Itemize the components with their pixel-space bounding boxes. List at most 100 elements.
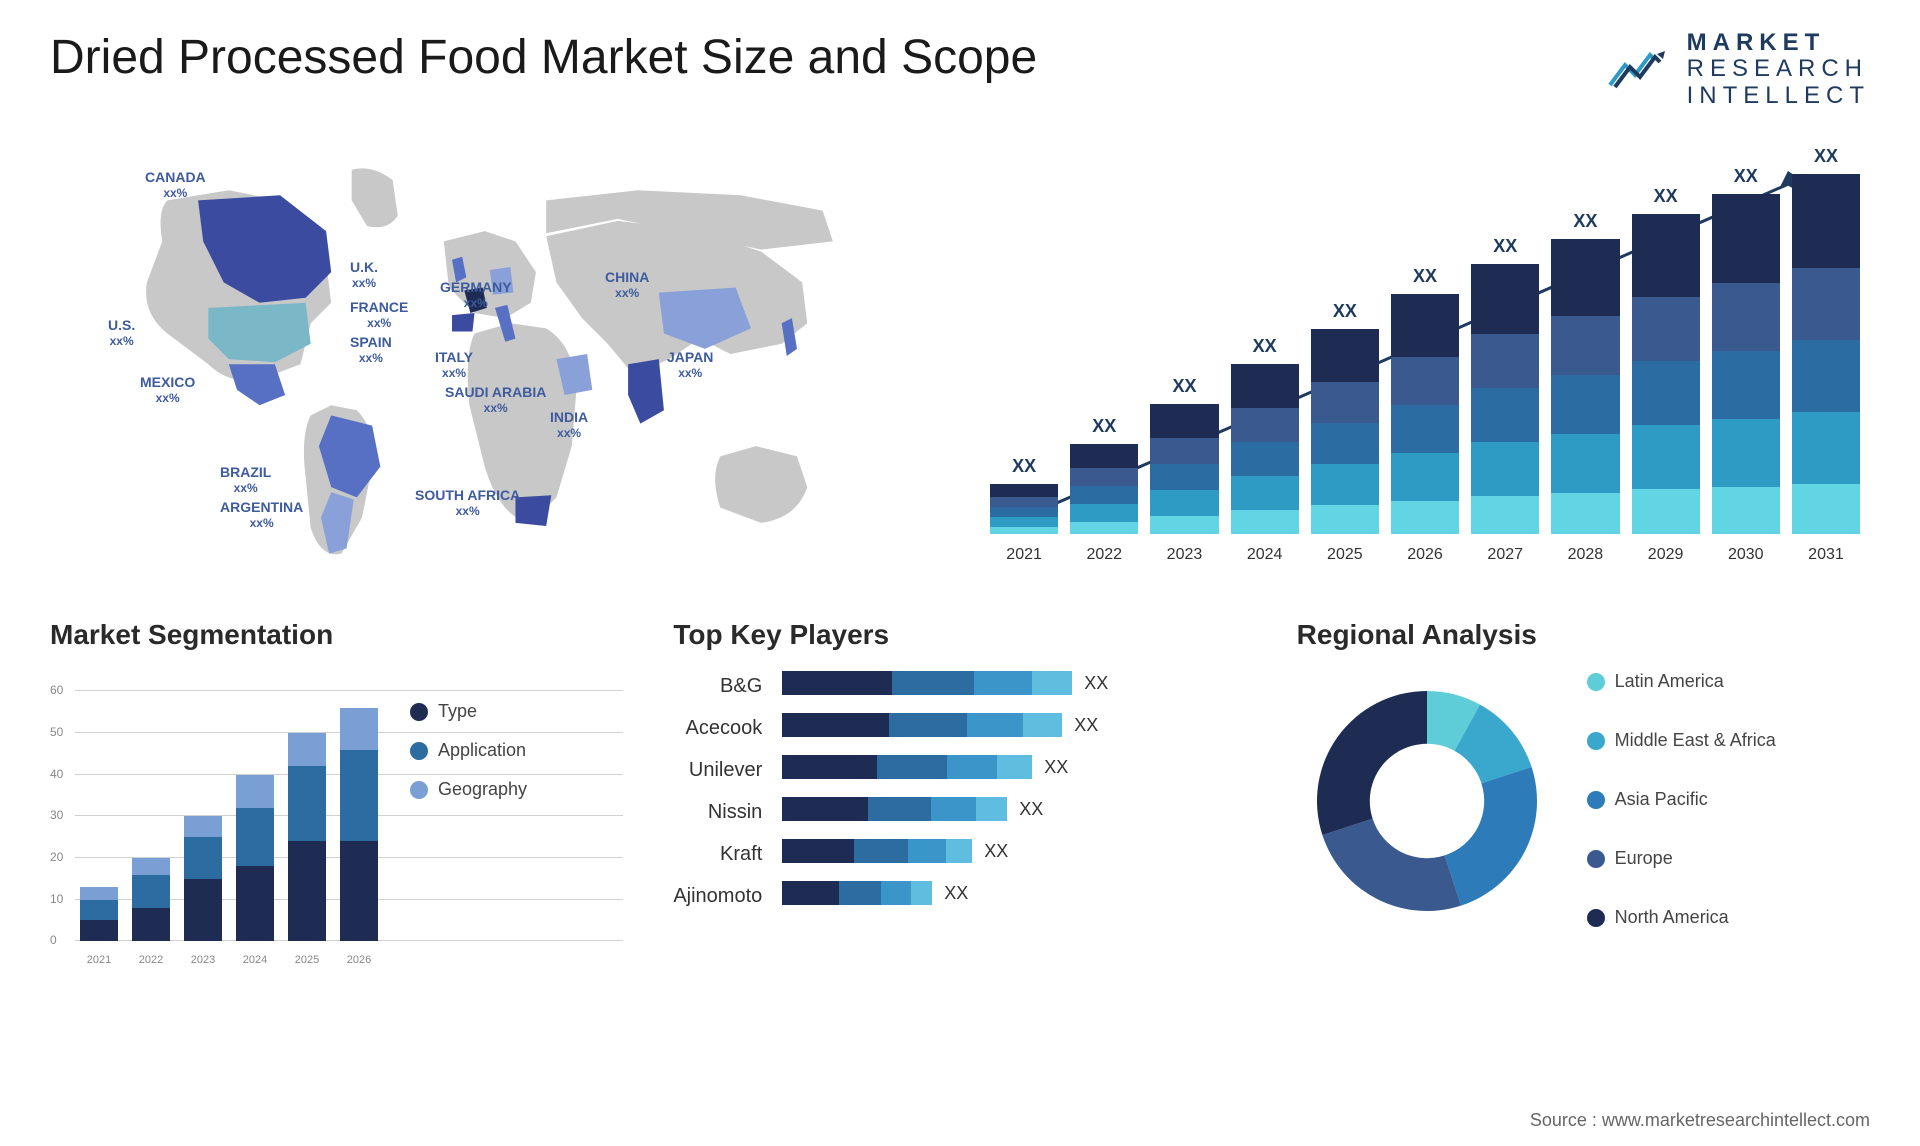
- players-title: Top Key Players: [673, 619, 1246, 651]
- seg-year-label: 2026: [340, 954, 378, 966]
- forecast-bar-label: XX: [1391, 266, 1459, 287]
- map-country-label: FRANCExx%: [350, 299, 408, 330]
- donut-chart: [1297, 671, 1557, 931]
- segmentation-bar: [288, 733, 326, 941]
- segmentation-title: Market Segmentation: [50, 619, 623, 651]
- forecast-year-label: 2028: [1551, 546, 1619, 564]
- world-map-panel: CANADAxx%U.S.xx%MEXICOxx%BRAZILxx%ARGENT…: [50, 139, 940, 569]
- map-country-label: BRAZILxx%: [220, 464, 271, 495]
- map-country-label: GERMANYxx%: [440, 279, 512, 310]
- y-tick-label: 40: [50, 767, 63, 781]
- regional-panel: Regional Analysis Latin America Middle Ea…: [1297, 619, 1870, 979]
- legend-item: Geography: [410, 779, 527, 800]
- players-chart: B&GAcecookUnileverNissinKraftAjinomoto X…: [673, 671, 1246, 909]
- y-tick-label: 10: [50, 892, 63, 906]
- player-value: XX: [1044, 757, 1068, 778]
- forecast-year-label: 2022: [1070, 546, 1138, 564]
- player-name: B&G: [673, 675, 762, 699]
- segmentation-bar: [184, 816, 222, 941]
- map-country-label: SOUTH AFRICAxx%: [415, 487, 520, 518]
- map-country-label: ARGENTINAxx%: [220, 499, 303, 530]
- logo-line2: RESEARCH: [1687, 56, 1870, 82]
- legend-item: Middle East & Africa: [1587, 730, 1776, 751]
- forecast-bar: XX: [990, 484, 1058, 534]
- player-bar-row: XX: [782, 713, 1246, 737]
- segmentation-bar: [340, 708, 378, 941]
- player-value: XX: [984, 841, 1008, 862]
- map-country-label: INDIAxx%: [550, 409, 588, 440]
- forecast-bar: XX: [1551, 239, 1619, 534]
- forecast-year-label: 2024: [1231, 546, 1299, 564]
- map-country-label: CHINAxx%: [605, 269, 649, 300]
- logo-line3: INTELLECT: [1687, 83, 1870, 109]
- forecast-bar: XX: [1712, 194, 1780, 534]
- forecast-year-label: 2021: [990, 546, 1058, 564]
- forecast-year-label: 2025: [1311, 546, 1379, 564]
- seg-year-label: 2023: [184, 954, 222, 966]
- donut-slice: [1322, 819, 1461, 911]
- player-name: Unilever: [673, 759, 762, 783]
- forecast-year-label: 2030: [1712, 546, 1780, 564]
- y-tick-label: 0: [50, 933, 57, 947]
- logo-icon: [1605, 45, 1675, 95]
- forecast-bar: XX: [1471, 264, 1539, 534]
- forecast-year-label: 2029: [1632, 546, 1700, 564]
- map-country-label: JAPANxx%: [667, 349, 713, 380]
- player-bar-row: XX: [782, 797, 1246, 821]
- map-country-label: SPAINxx%: [350, 334, 392, 365]
- source-attribution: Source : www.marketresearchintellect.com: [1530, 1110, 1870, 1131]
- segmentation-chart: 0102030405060 202120222023202420252026 T…: [50, 671, 623, 971]
- donut-slice: [1444, 767, 1536, 906]
- player-bar-row: XX: [782, 755, 1246, 779]
- legend-item: North America: [1587, 907, 1776, 928]
- legend-item: Latin America: [1587, 671, 1776, 692]
- forecast-year-label: 2031: [1792, 546, 1860, 564]
- forecast-year-label: 2023: [1150, 546, 1218, 564]
- player-name: Nissin: [673, 801, 762, 825]
- segmentation-bar: [236, 775, 274, 942]
- forecast-bar-label: XX: [1070, 416, 1138, 437]
- legend-item: Europe: [1587, 848, 1776, 869]
- player-bar-row: XX: [782, 839, 1246, 863]
- forecast-bar-label: XX: [1792, 146, 1860, 167]
- forecast-bar: XX: [1070, 444, 1138, 534]
- seg-year-label: 2025: [288, 954, 326, 966]
- forecast-bar-label: XX: [990, 456, 1058, 477]
- player-bar-row: XX: [782, 881, 1246, 905]
- y-tick-label: 60: [50, 683, 63, 697]
- forecast-bar-label: XX: [1632, 186, 1700, 207]
- players-panel: Top Key Players B&GAcecookUnileverNissin…: [673, 619, 1246, 979]
- seg-year-label: 2021: [80, 954, 118, 966]
- forecast-bar-label: XX: [1471, 236, 1539, 257]
- segmentation-bar: [80, 887, 118, 941]
- forecast-chart: XXXXXXXXXXXXXXXXXXXXXX 20212022202320242…: [980, 139, 1870, 569]
- map-country-label: ITALYxx%: [435, 349, 473, 380]
- donut-slice: [1317, 691, 1427, 835]
- y-tick-label: 20: [50, 850, 63, 864]
- forecast-bar: XX: [1632, 214, 1700, 534]
- legend-item: Type: [410, 701, 527, 722]
- logo-line1: MARKET: [1687, 30, 1870, 56]
- seg-year-label: 2022: [132, 954, 170, 966]
- forecast-bar-label: XX: [1311, 301, 1379, 322]
- player-name: Ajinomoto: [673, 885, 762, 909]
- player-name: Kraft: [673, 843, 762, 867]
- brand-logo: MARKET RESEARCH INTELLECT: [1605, 30, 1870, 109]
- y-tick-label: 30: [50, 808, 63, 822]
- player-value: XX: [944, 883, 968, 904]
- segmentation-panel: Market Segmentation 0 10 20 30 40 50 60 2021 20…: [50, 619, 623, 979]
- forecast-bar: XX: [1391, 294, 1459, 534]
- y-tick-label: 50: [50, 725, 63, 739]
- forecast-bar-label: XX: [1712, 166, 1780, 187]
- forecast-year-label: 2027: [1471, 546, 1539, 564]
- regional-chart: Latin America Middle East & Africa Asia Pa…: [1297, 671, 1870, 946]
- regional-title: Regional Analysis: [1297, 619, 1870, 651]
- segmentation-bar: [132, 858, 170, 941]
- player-value: XX: [1074, 715, 1098, 736]
- map-country-label: MEXICOxx%: [140, 374, 195, 405]
- map-country-label: CANADAxx%: [145, 169, 206, 200]
- forecast-bar-label: XX: [1551, 211, 1619, 232]
- forecast-bar-label: XX: [1231, 336, 1299, 357]
- forecast-bar: XX: [1311, 329, 1379, 534]
- legend-item: Asia Pacific: [1587, 789, 1776, 810]
